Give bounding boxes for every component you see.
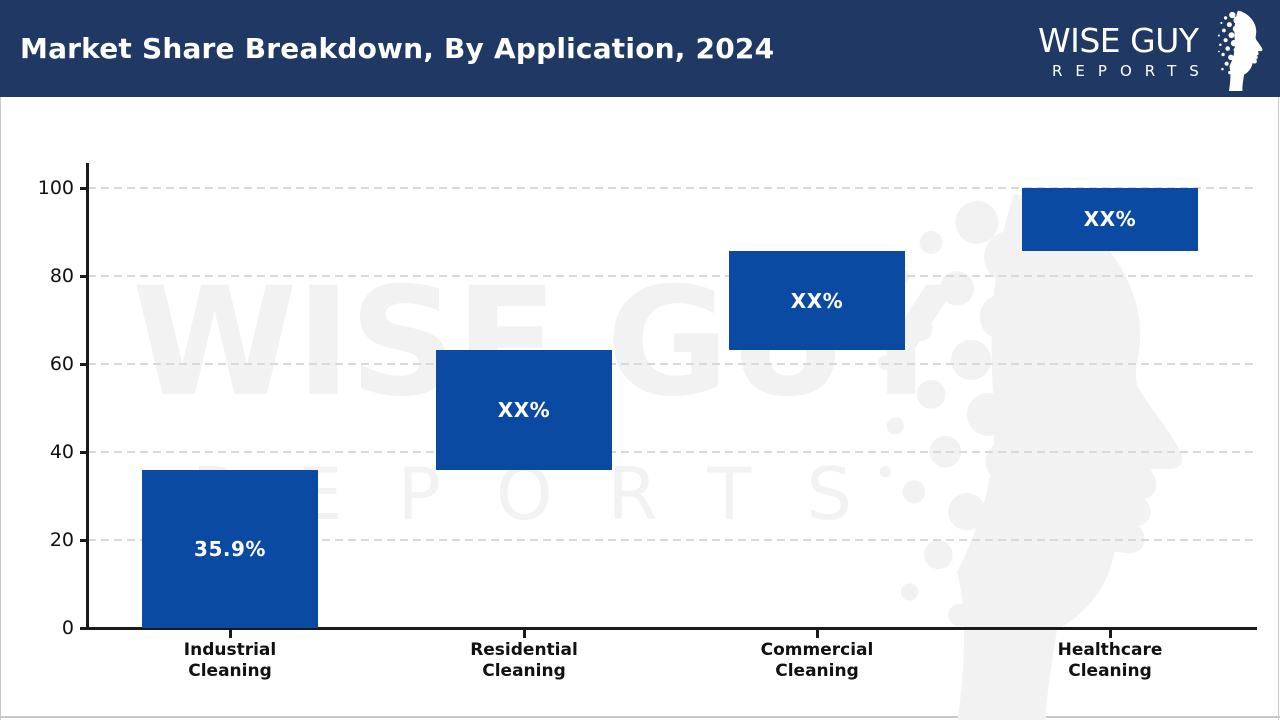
x-tick-4 xyxy=(1109,630,1112,638)
gridline-100 xyxy=(88,186,1253,189)
y-tick-20 xyxy=(80,538,88,542)
wise-guy-face-icon xyxy=(1213,7,1276,91)
x-tick-3 xyxy=(816,630,819,638)
chart-title: Market Share Breakdown, By Application, … xyxy=(20,32,775,65)
y-tick-40 xyxy=(80,450,88,454)
bar-value-label-4: XX% xyxy=(1083,207,1137,232)
y-tick-label-80: 80 xyxy=(49,264,74,287)
logo-subtext: REPORTS xyxy=(1052,62,1212,80)
y-tick-80 xyxy=(80,274,88,278)
bar-2: XX% xyxy=(436,350,612,470)
bar-4: XX% xyxy=(1022,187,1198,252)
gridline-80 xyxy=(88,274,1253,277)
bar-value-label-2: XX% xyxy=(497,398,551,423)
page-right-border xyxy=(1278,0,1279,720)
page-left-border xyxy=(0,0,1,720)
x-tick-1 xyxy=(229,630,232,638)
bar-value-label-1: 35.9% xyxy=(194,536,266,561)
y-tick-0 xyxy=(80,627,88,630)
bar-value-label-3: XX% xyxy=(790,288,844,313)
logo-wordmark: WISE GUY xyxy=(1038,21,1199,60)
y-tick-60 xyxy=(80,362,88,366)
x-axis-line xyxy=(86,627,1257,630)
x-tick-label-1: Industrial Cleaning xyxy=(183,640,277,681)
bar-1: 35.9% xyxy=(142,469,318,628)
y-tick-label-60: 60 xyxy=(49,352,74,375)
gridline-40 xyxy=(88,450,1253,453)
y-axis-line xyxy=(86,163,89,630)
y-tick-label-100: 100 xyxy=(37,176,74,199)
header-bar: Market Share Breakdown, By Application, … xyxy=(0,0,1280,97)
x-tick-label-4: Healthcare Cleaning xyxy=(1057,640,1163,681)
bar-3: XX% xyxy=(729,251,905,351)
gridline-60 xyxy=(88,362,1253,365)
wise-guy-logo: WISE GUY REPORTS xyxy=(1036,5,1276,93)
x-tick-2 xyxy=(523,630,526,638)
page-bottom-border xyxy=(0,716,1280,718)
x-tick-label-2: Residential Cleaning xyxy=(470,640,578,681)
y-tick-label-40: 40 xyxy=(49,440,74,463)
y-tick-label-20: 20 xyxy=(49,528,74,551)
y-tick-label-0: 0 xyxy=(61,617,74,639)
gridline-20 xyxy=(88,538,1253,541)
x-tick-label-3: Commercial Cleaning xyxy=(760,640,874,681)
y-tick-100 xyxy=(80,186,88,190)
